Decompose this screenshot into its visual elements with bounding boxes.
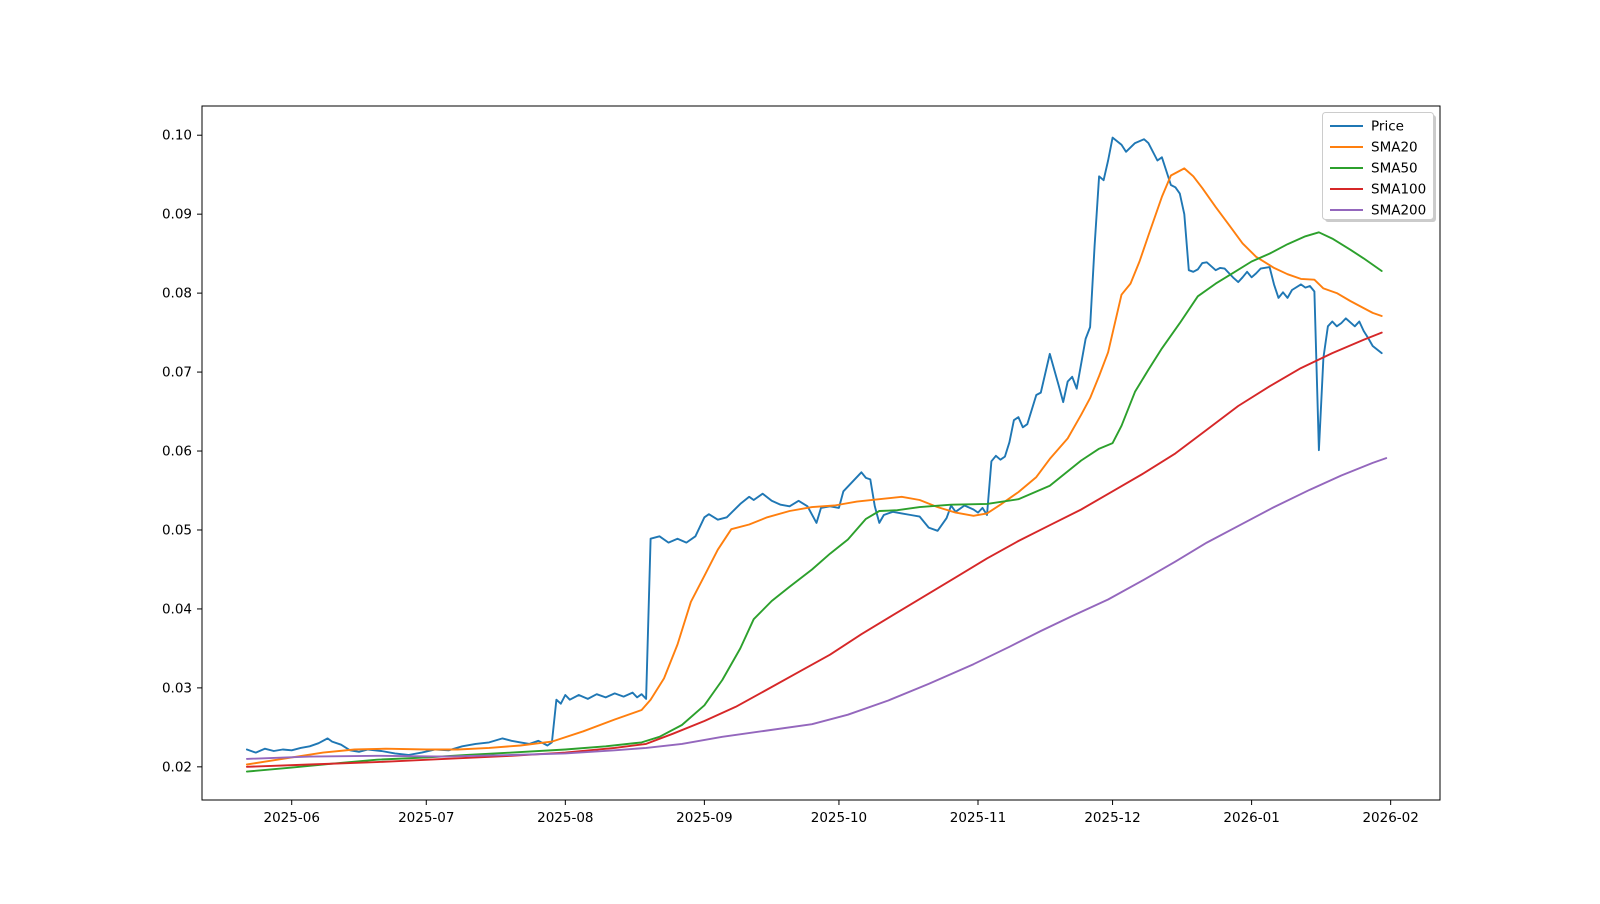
y-tick-label: 0.08 [162, 286, 192, 302]
x-tick-label: 2026-02 [1362, 810, 1418, 826]
x-tick-label: 2025-09 [676, 810, 732, 826]
x-tick-label: 2025-06 [264, 810, 320, 826]
series-line-sma50 [245, 231, 1383, 773]
y-tick-label: 0.03 [162, 680, 192, 696]
x-tick-label: 2025-08 [537, 810, 593, 826]
series-line-sma20 [245, 167, 1383, 766]
series-line-sma100 [245, 331, 1383, 768]
legend-box [1322, 112, 1434, 220]
y-tick-label: 0.07 [162, 365, 192, 381]
x-tick-label: 2025-11 [950, 810, 1006, 826]
y-tick-label: 0.04 [162, 601, 192, 617]
legend-label-price: Price [1371, 119, 1404, 135]
series-line-sma200 [245, 457, 1388, 760]
legend-label-sma50: SMA50 [1371, 161, 1418, 177]
y-tick-label: 0.05 [162, 522, 192, 538]
y-tick-label: 0.09 [162, 207, 192, 223]
x-axis: 2025-06 2025-07 2025-08 2025-09 2025-10 2025-… [264, 800, 1419, 826]
legend-label-sma20: SMA20 [1371, 140, 1418, 156]
legend: Price SMA20 SMA50 SMA100 SMA200 [1322, 112, 1436, 222]
legend-label-sma100: SMA100 [1371, 182, 1426, 198]
x-tick-label: 2025-10 [811, 810, 867, 826]
x-tick-label: 2025-07 [398, 810, 454, 826]
plot-series [245, 136, 1388, 773]
y-tick-label: 0.06 [162, 444, 192, 460]
x-tick-label: 2025-12 [1084, 810, 1140, 826]
y-axis: 0.02 0.03 0.04 0.05 0.06 0.07 0.08 0.09 0.10 [162, 128, 202, 775]
x-tick-label: 2026-01 [1223, 810, 1279, 826]
legend-label-sma200: SMA200 [1371, 203, 1426, 219]
y-tick-label: 0.10 [162, 128, 192, 144]
plot-border [201, 105, 1441, 801]
y-tick-label: 0.02 [162, 759, 192, 775]
